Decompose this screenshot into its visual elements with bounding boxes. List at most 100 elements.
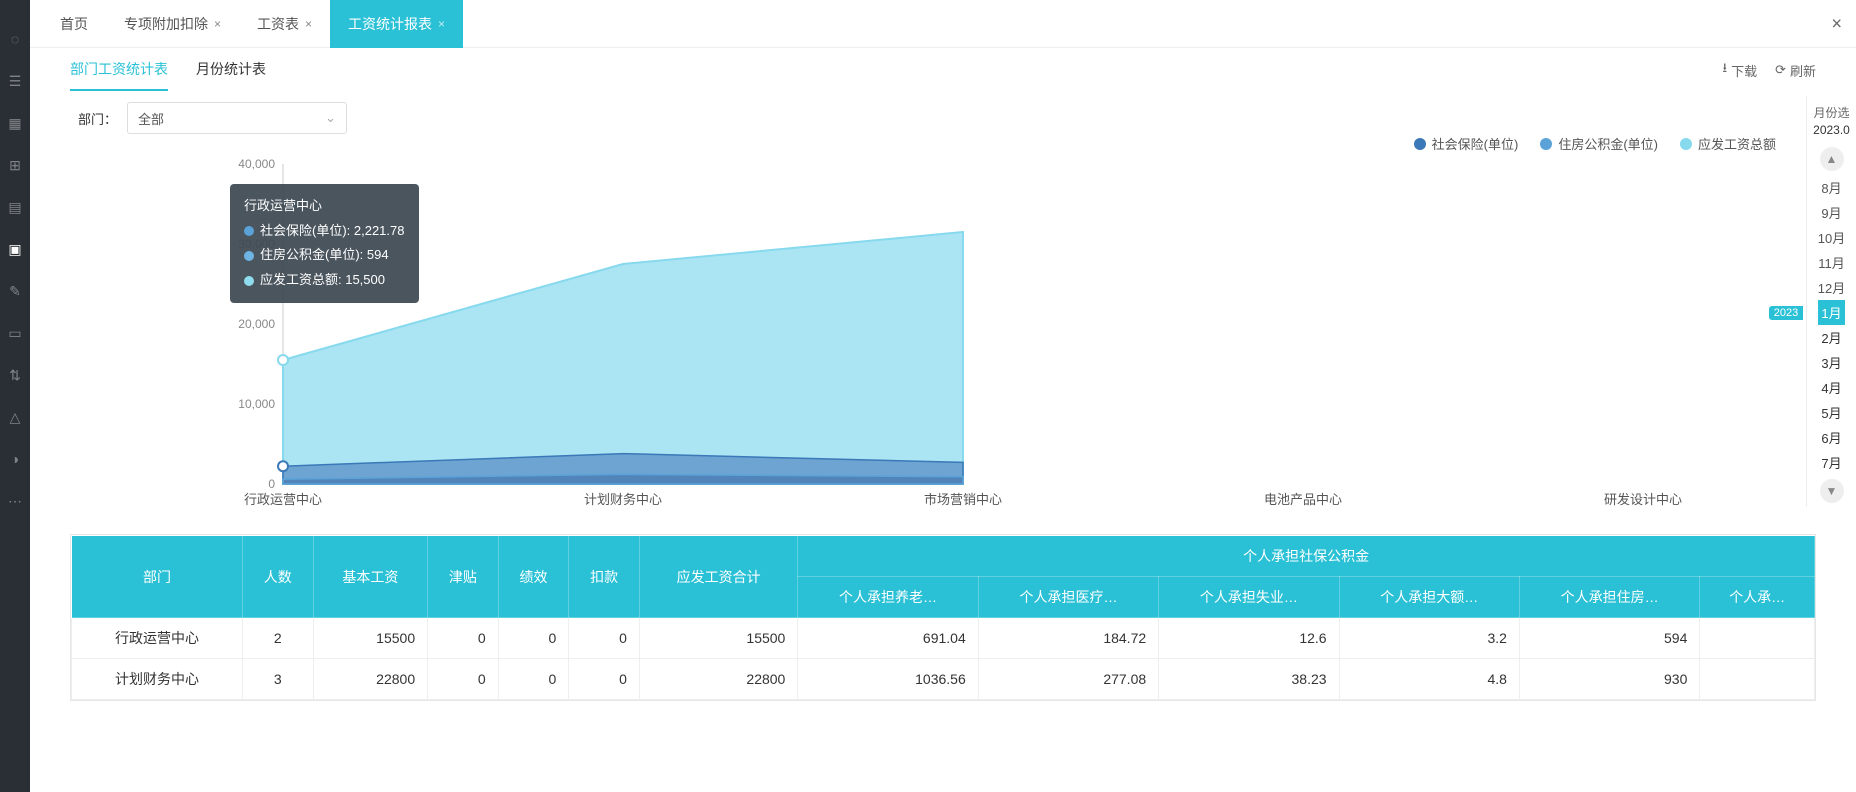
nav-item[interactable]: ▦: [6, 114, 24, 132]
tab-home[interactable]: 首页: [42, 0, 106, 48]
cell: 277.08: [978, 659, 1158, 700]
itab-dept[interactable]: 部门工资统计表: [70, 49, 168, 91]
tab-salary-report[interactable]: 工资统计报表 ×: [330, 0, 463, 48]
nav-item[interactable]: △: [6, 408, 24, 426]
button-label: 刷新: [1790, 61, 1816, 80]
cell: 15500: [639, 618, 797, 659]
tooltip-row: 住房公积金(单位): 594: [244, 243, 405, 268]
month-item[interactable]: 3月: [1818, 350, 1845, 375]
nav-item[interactable]: ▣: [6, 240, 24, 258]
month-item[interactable]: 2月: [1818, 325, 1845, 350]
month-item[interactable]: 12月: [1818, 275, 1845, 300]
nav-item[interactable]: ⊞: [6, 156, 24, 174]
month-rail-head: 月份选: [1813, 102, 1849, 123]
col-count: 人数: [243, 536, 314, 618]
cell: 15500: [313, 618, 428, 659]
top-tabs: 首页 专项附加扣除 × 工资表× 工资统计报表 × ×: [30, 0, 1856, 48]
legend-item-s3[interactable]: 应发工资总额: [1680, 134, 1776, 153]
cell: 4.8: [1339, 659, 1519, 700]
col-dept: 部门: [72, 536, 243, 618]
chart-tooltip: 行政运营中心 社会保险(单位): 2,221.78 住房公积金(单位): 594…: [230, 184, 419, 303]
cell: 38.23: [1159, 659, 1339, 700]
tab-salary[interactable]: 工资表×: [239, 0, 330, 48]
nav-item[interactable]: ☰: [6, 72, 24, 90]
table-row: 行政运营中心21550000015500691.04184.7212.63.25…: [72, 618, 1815, 659]
svg-text:电池产品中心: 电池产品中心: [1264, 492, 1342, 507]
month-item[interactable]: 7月: [1818, 450, 1845, 475]
cell: 1036.56: [798, 659, 978, 700]
nav-item[interactable]: ⇅: [6, 366, 24, 384]
download-icon: ⭳: [1723, 59, 1728, 81]
cell: 0: [428, 618, 499, 659]
tooltip-dot: [244, 226, 254, 236]
tooltip-text: 社会保险(单位): 2,221.78: [260, 223, 405, 238]
legend-item-s1[interactable]: 社会保险(单位): [1414, 134, 1519, 153]
close-icon[interactable]: ×: [438, 17, 445, 31]
cell: 3.2: [1339, 618, 1519, 659]
tab-label: 专项附加扣除: [124, 14, 208, 34]
cell: 930: [1519, 659, 1699, 700]
month-item[interactable]: 6月: [1818, 425, 1845, 450]
col-gross: 应发工资合计: [639, 536, 797, 618]
col-p6: 个人承…: [1700, 577, 1815, 618]
nav-item[interactable]: ◑: [6, 450, 24, 468]
svg-text:0: 0: [268, 477, 275, 491]
nav-item[interactable]: ✎: [6, 282, 24, 300]
cell: 691.04: [798, 618, 978, 659]
nav-item[interactable]: ◌: [6, 30, 24, 48]
download-button[interactable]: ⭳下载: [1723, 59, 1758, 81]
itab-month[interactable]: 月份统计表: [196, 49, 266, 91]
col-perf: 绩效: [498, 536, 569, 618]
col-allow: 津贴: [428, 536, 499, 618]
month-item[interactable]: 4月: [1818, 375, 1845, 400]
legend-label: 应发工资总额: [1698, 134, 1776, 153]
tooltip-title: 行政运营中心: [244, 194, 405, 219]
svg-text:行政运营中心: 行政运营中心: [244, 492, 322, 507]
cell: 0: [569, 659, 640, 700]
legend-item-s2[interactable]: 住房公积金(单位): [1540, 134, 1658, 153]
tab-deduction[interactable]: 专项附加扣除 ×: [106, 0, 239, 48]
svg-text:计划财务中心: 计划财务中心: [584, 492, 662, 507]
nav-item[interactable]: ▭: [6, 324, 24, 342]
tab-label: 工资统计报表: [348, 14, 432, 34]
month-item[interactable]: 10月: [1818, 225, 1845, 250]
tooltip-dot: [244, 276, 254, 286]
chevron-down-icon: ⌄: [325, 110, 336, 126]
col-group-personal: 个人承担社保公积金: [798, 536, 1815, 577]
col-ded: 扣款: [569, 536, 640, 618]
button-label: 下载: [1731, 61, 1757, 80]
nav-item[interactable]: ▤: [6, 198, 24, 216]
month-item[interactable]: 1月: [1818, 300, 1845, 325]
svg-text:10,000: 10,000: [238, 397, 275, 411]
inner-tabs: 部门工资统计表 月份统计表: [70, 49, 266, 91]
legend-label: 社会保险(单位): [1432, 134, 1519, 153]
month-item[interactable]: 9月: [1818, 200, 1845, 225]
cell: 184.72: [978, 618, 1158, 659]
table-row: 计划财务中心322800000228001036.56277.0838.234.…: [72, 659, 1815, 700]
close-icon[interactable]: ×: [305, 17, 312, 31]
svg-text:40,000: 40,000: [238, 157, 275, 171]
col-p3: 个人承担失业…: [1159, 577, 1339, 618]
nav-item[interactable]: ⋯: [6, 492, 24, 510]
month-item[interactable]: 11月: [1818, 250, 1845, 275]
svg-text:研发设计中心: 研发设计中心: [1604, 492, 1682, 507]
month-item[interactable]: 5月: [1818, 400, 1845, 425]
month-item[interactable]: 8月: [1818, 175, 1845, 200]
cell: 计划财务中心: [72, 659, 243, 700]
chevron-up-icon[interactable]: ▲: [1820, 147, 1844, 171]
close-icon[interactable]: ×: [214, 17, 221, 31]
legend-label: 住房公积金(单位): [1558, 134, 1658, 153]
cell: 3: [243, 659, 314, 700]
tooltip-text: 应发工资总额: 15,500: [260, 272, 385, 287]
close-all-icon[interactable]: ×: [1831, 13, 1842, 34]
cell: 22800: [313, 659, 428, 700]
refresh-button[interactable]: ⟳刷新: [1775, 59, 1816, 81]
svg-text:20,000: 20,000: [238, 317, 275, 331]
salary-table: 部门 人数 基本工资 津贴 绩效 扣款 应发工资合计 个人承担社保公积金 个人承…: [70, 534, 1816, 701]
legend-dot: [1414, 138, 1426, 150]
legend-dot: [1540, 138, 1552, 150]
dept-select[interactable]: 全部 ⌄: [127, 102, 347, 134]
month-rail-year: 2023.0: [1813, 123, 1850, 143]
chevron-down-icon[interactable]: ▼: [1820, 479, 1844, 503]
filter-row: 部门： 全部 ⌄: [30, 92, 1856, 134]
